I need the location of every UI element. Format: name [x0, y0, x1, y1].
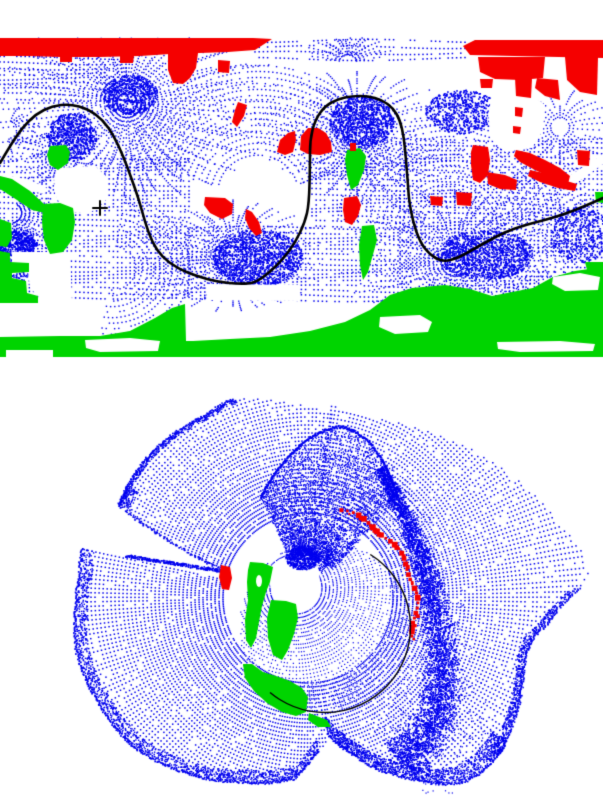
polar-view-panel [0, 380, 603, 797]
synoptic-map-panel [0, 0, 603, 380]
